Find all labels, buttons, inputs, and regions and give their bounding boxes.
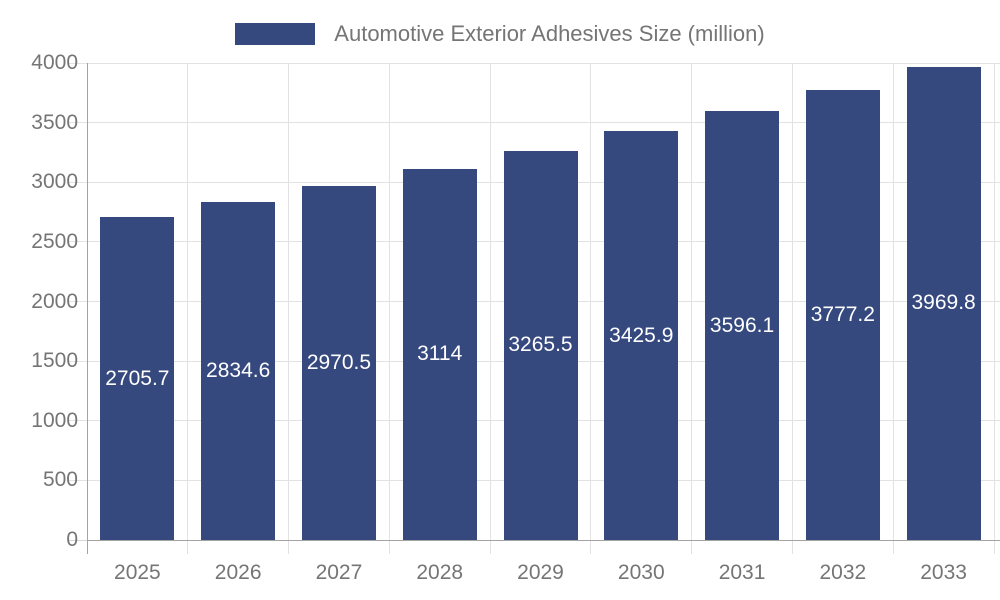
y-tick-label: 0 <box>66 528 78 551</box>
gridline-vertical <box>489 63 491 554</box>
x-tick-label: 2029 <box>517 561 564 584</box>
bar-value-label: 3777.2 <box>810 302 875 326</box>
y-axis-tick <box>68 539 87 541</box>
bar-2032[interactable] <box>805 89 880 540</box>
bar-2033[interactable] <box>906 66 981 540</box>
bar-2026[interactable] <box>201 201 276 540</box>
gridline-horizontal <box>68 122 1000 124</box>
y-axis-line <box>86 63 88 554</box>
bar-2031[interactable] <box>705 111 780 540</box>
bar-2027[interactable] <box>301 185 376 540</box>
bar-2030[interactable] <box>604 131 679 540</box>
gridline-vertical <box>388 63 390 554</box>
x-tick-label: 2027 <box>315 561 363 584</box>
bar-value-label: 3114 <box>417 342 463 366</box>
bar-value-label: 3425.9 <box>609 323 674 347</box>
bar-value-label: 2834.6 <box>206 358 271 382</box>
bar-value-label: 3265.5 <box>508 333 573 357</box>
y-tick-label: 2500 <box>31 229 78 253</box>
gridline-vertical <box>288 63 290 554</box>
legend-label: Automotive Exterior Adhesives Size (mill… <box>334 21 765 46</box>
gridline-vertical <box>993 63 995 554</box>
x-tick-label: 2031 <box>718 561 766 584</box>
x-tick-label: 2032 <box>819 561 867 584</box>
y-tick-label: 500 <box>42 468 78 492</box>
legend-swatch <box>235 23 316 45</box>
bar-value-label: 3596.1 <box>709 313 775 337</box>
y-tick-label: 3500 <box>31 110 78 134</box>
bar-value-label: 3969.8 <box>911 291 976 315</box>
bar-value-label: 2970.5 <box>306 350 372 374</box>
x-tick-label: 2030 <box>617 561 665 584</box>
bar-2028[interactable] <box>402 168 477 540</box>
bar-2025[interactable] <box>100 217 175 540</box>
y-tick-label: 1000 <box>31 408 78 432</box>
y-tick-label: 3000 <box>31 170 78 194</box>
x-tick-label: 2025 <box>114 561 161 584</box>
x-axis-line <box>87 539 1000 541</box>
y-tick-label: 4000 <box>31 51 78 74</box>
chart-legend[interactable]: Automotive Exterior Adhesives Size (mill… <box>0 21 1000 47</box>
y-tick-label: 2000 <box>31 289 78 313</box>
gridline-vertical <box>691 63 693 554</box>
gridline-vertical <box>590 63 592 554</box>
gridline-horizontal <box>68 62 1000 64</box>
gridline-vertical <box>187 63 189 554</box>
gridline-vertical <box>791 63 793 554</box>
x-tick-label: 2026 <box>214 561 262 584</box>
plot-area: 2705.7 2834.6 2970.5 3114 3265.5 3425.9 3596.1… <box>68 62 1000 554</box>
bar-2029[interactable] <box>503 150 578 540</box>
x-tick-label: 2028 <box>416 561 464 584</box>
y-tick-label: 1500 <box>31 349 78 373</box>
gridline-vertical <box>892 63 894 554</box>
bar-value-label: 2705.7 <box>105 366 170 390</box>
x-tick-label: 2033 <box>920 561 967 584</box>
